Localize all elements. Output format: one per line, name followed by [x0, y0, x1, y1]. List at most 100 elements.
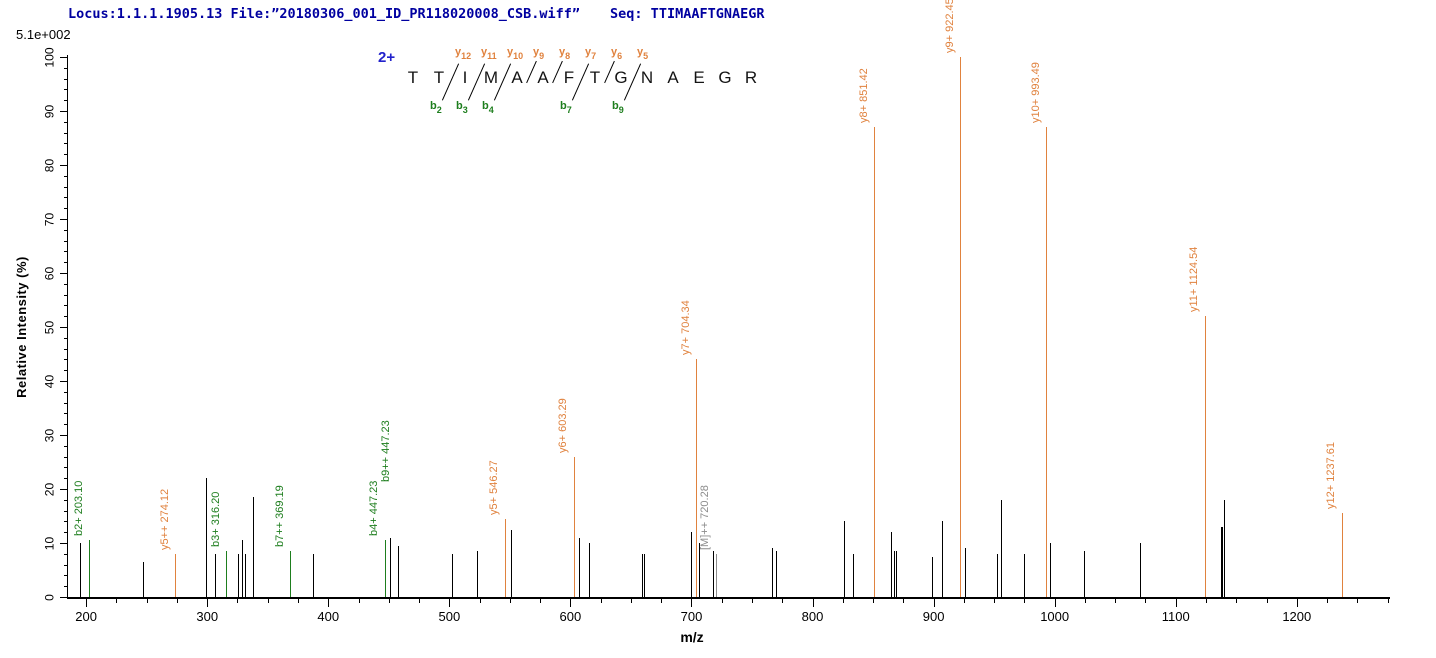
peak-line	[641, 553, 643, 597]
peak-line	[893, 551, 895, 597]
peak-label: b9++ 447.23	[380, 420, 393, 483]
peak-line-b-ion	[89, 540, 91, 597]
x-axis-minor-tick	[1357, 599, 1359, 603]
peak-line-y-ion	[696, 359, 698, 597]
peak-line	[79, 543, 81, 597]
x-axis-tick	[207, 599, 209, 607]
y-axis-tick-label: 0	[42, 593, 57, 601]
y-axis-tick	[60, 327, 67, 328]
y-axis-minor-tick	[64, 445, 67, 447]
x-axis-minor-tick	[1115, 599, 1117, 603]
residue: T	[433, 68, 445, 87]
y-axis-minor-tick	[64, 100, 67, 102]
y-axis-minor-tick	[64, 337, 67, 339]
b-ion-label: b4	[482, 100, 494, 116]
residue: I	[462, 68, 468, 87]
x-axis-tick-label: 500	[438, 609, 461, 624]
y-axis-minor-tick	[64, 532, 67, 534]
peak-label: y5++ 274.12	[158, 488, 171, 550]
peak-line	[578, 537, 580, 597]
y-axis-minor-tick	[64, 121, 67, 123]
y-axis-tick	[60, 381, 67, 382]
y-ion-label: y10	[507, 46, 524, 62]
x-axis-minor-tick	[661, 599, 663, 603]
y-ion-label: y8	[559, 46, 571, 62]
x-axis-minor-tick	[630, 599, 632, 603]
peak-label: y11+ 1124.54	[1188, 246, 1201, 313]
y-axis-minor-tick	[64, 370, 67, 372]
peak-line	[1140, 543, 1142, 597]
peak-line	[1220, 526, 1222, 597]
peak-line-b-ion	[226, 551, 228, 597]
x-axis-minor-tick	[479, 599, 481, 603]
header-locus-file: Locus:1.1.1.1905.13 File:”20180306_001_I…	[68, 6, 581, 22]
peak-line	[1049, 543, 1051, 597]
peak-line	[142, 561, 144, 597]
x-axis-minor-tick	[146, 599, 148, 603]
peak-label: y7+ 704.34	[679, 300, 692, 356]
residue: G	[718, 68, 732, 87]
x-axis-minor-tick	[1205, 599, 1207, 603]
b-ion-label: b2	[430, 100, 442, 116]
y-axis-minor-tick	[64, 510, 67, 512]
x-axis-line	[67, 597, 1390, 599]
y-axis-tick	[60, 489, 67, 490]
x-axis-minor-tick	[237, 599, 239, 603]
y-axis-minor-tick	[64, 78, 67, 80]
x-axis-minor-tick	[994, 599, 996, 603]
x-axis-minor-tick	[1024, 599, 1026, 603]
y-axis-tick-label: 40	[42, 374, 57, 388]
y-axis-tick-label: 20	[42, 482, 57, 496]
y-axis-title: Relative Intensity (%)	[14, 256, 29, 398]
peak-line	[891, 532, 893, 597]
y-axis-minor-tick	[64, 359, 67, 361]
x-axis-tick-label: 400	[317, 609, 340, 624]
peak-line	[313, 553, 315, 597]
b-ion-label: b3	[456, 100, 468, 116]
x-axis-minor-tick	[419, 599, 421, 603]
peak-line	[241, 540, 243, 597]
x-axis-minor-tick	[540, 599, 542, 603]
y-axis-minor-tick	[64, 283, 67, 285]
peak-label: y12+ 1237.61	[1325, 442, 1338, 510]
peak-line-M-ion	[715, 553, 717, 597]
y-axis-tick-label: 50	[42, 320, 57, 334]
x-axis-tick	[1296, 599, 1298, 607]
x-axis-minor-tick	[388, 599, 390, 603]
x-axis-minor-tick	[600, 599, 602, 603]
peak-line	[698, 543, 700, 597]
x-axis-tick	[570, 599, 572, 607]
x-axis-minor-tick	[963, 599, 965, 603]
x-axis-tick-label: 900	[922, 609, 945, 624]
y-axis-minor-tick	[64, 240, 67, 242]
header-line: Locus:1.1.1.1905.13 File:”20180306_001_I…	[68, 6, 764, 22]
x-axis-tick-label: 200	[75, 609, 97, 624]
peak-line	[932, 556, 934, 597]
x-axis-tick-label: 800	[801, 609, 824, 624]
peak-line-y-ion	[175, 553, 177, 597]
residue: G	[614, 68, 628, 87]
y-axis-minor-tick	[64, 478, 67, 480]
x-axis-minor-tick	[842, 599, 844, 603]
residue: A	[511, 68, 523, 87]
y-axis-minor-tick	[64, 251, 67, 253]
x-axis-minor-tick	[1145, 599, 1147, 603]
peak-line	[452, 553, 454, 597]
x-axis-tick	[691, 599, 693, 607]
peak-line	[1084, 551, 1086, 597]
peak-line	[1001, 499, 1003, 597]
peak-line-y-ion	[1046, 127, 1048, 597]
y-axis-tick-label: 10	[42, 536, 57, 550]
y-axis-minor-tick	[64, 499, 67, 501]
peak-line	[398, 545, 399, 597]
peak-label: y6+ 603.29	[557, 397, 570, 453]
peak-label: y5+ 546.27	[488, 459, 501, 515]
header-seq: Seq: TTIMAAFTGNAEGR	[610, 6, 765, 22]
peak-line	[644, 553, 646, 597]
peak-label: b4+ 447.23	[368, 480, 381, 537]
y-axis-minor-tick	[64, 186, 67, 188]
x-axis-tick-label: 1000	[1040, 609, 1070, 624]
y-axis-minor-tick	[64, 316, 67, 318]
x-axis-tick-label: 300	[196, 609, 219, 624]
